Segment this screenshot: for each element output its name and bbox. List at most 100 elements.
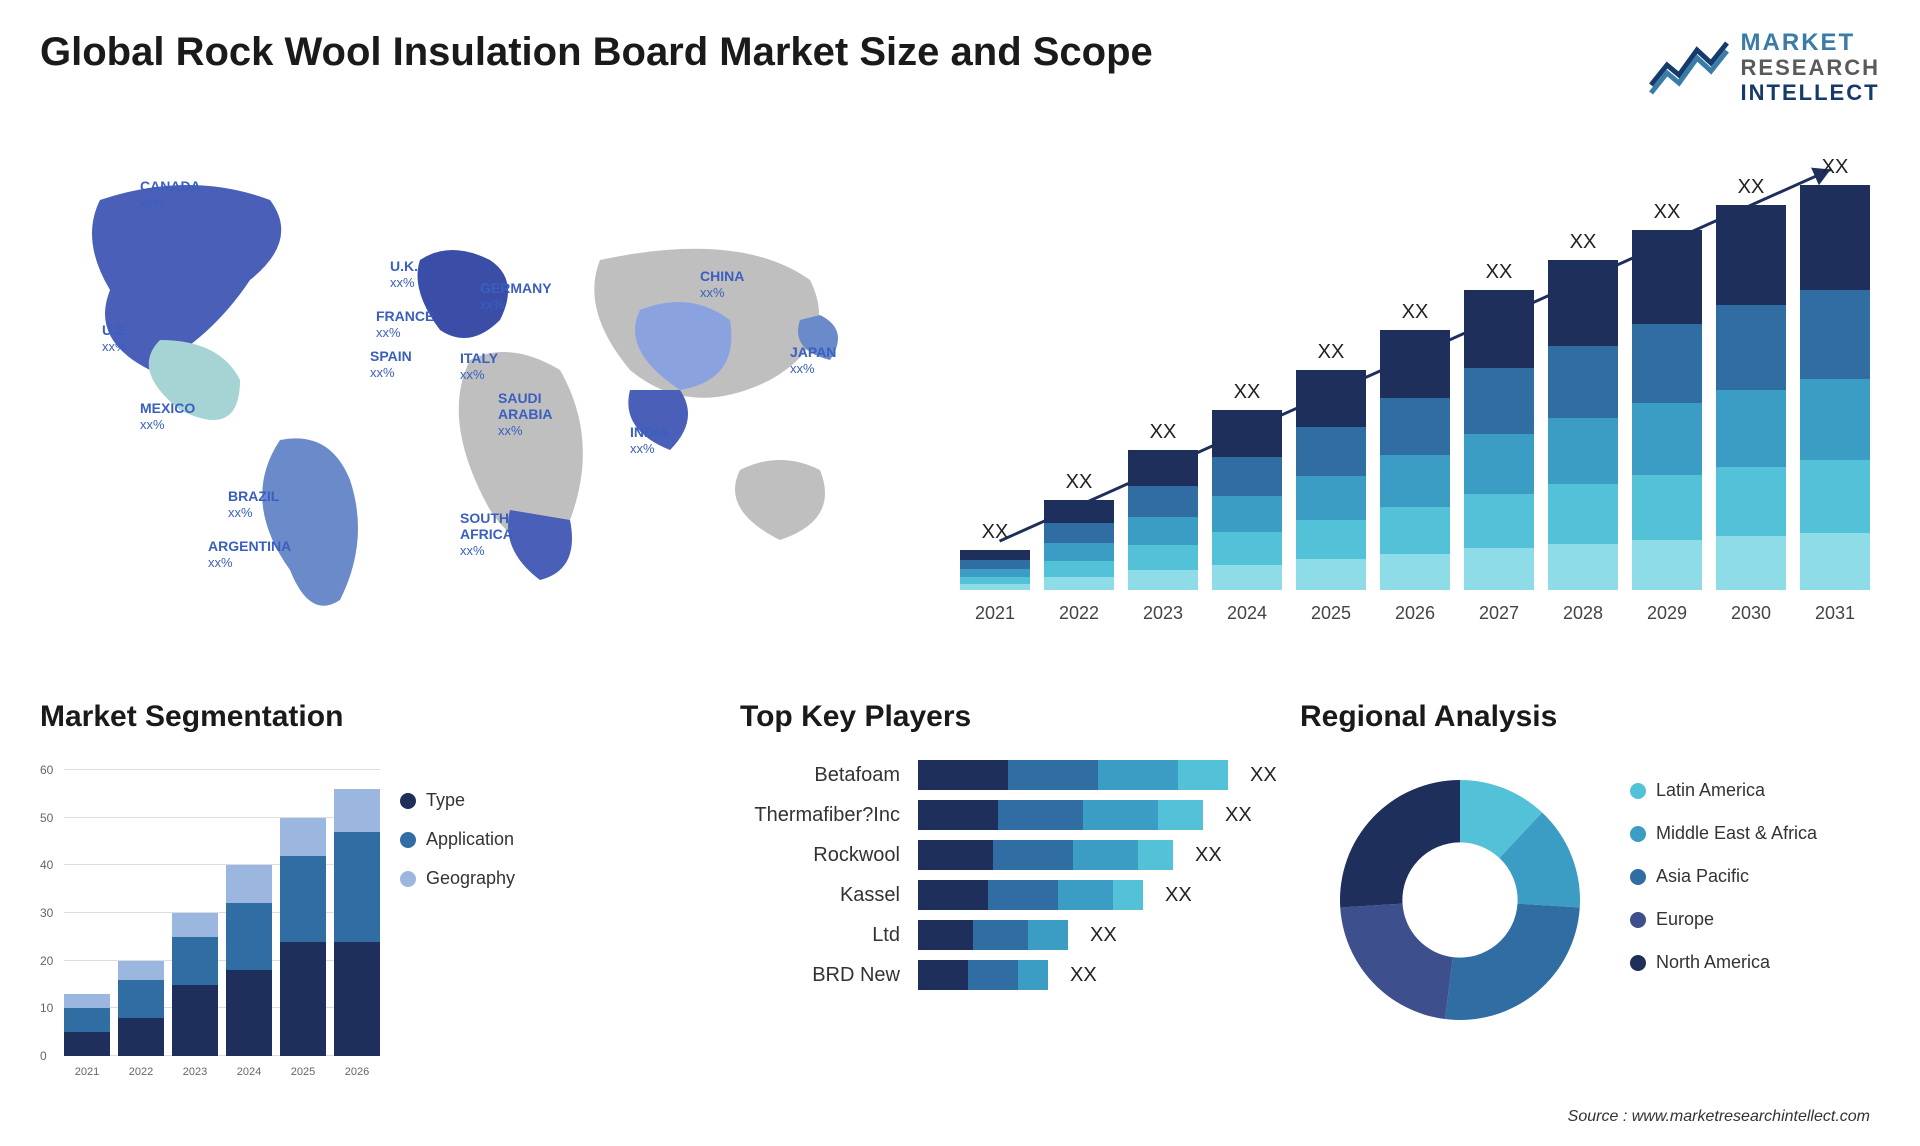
bar-stack bbox=[1800, 185, 1870, 590]
player-row: Thermafiber?IncXX bbox=[740, 800, 1280, 830]
seg-year-label: 2026 bbox=[345, 1066, 369, 1078]
bar-top-label: XX bbox=[982, 521, 1009, 544]
seg-year-label: 2023 bbox=[183, 1066, 207, 1078]
map-label: U.S.xx% bbox=[102, 322, 129, 355]
map-label: FRANCExx% bbox=[376, 308, 434, 341]
bar-segment bbox=[1632, 540, 1702, 590]
bar-segment bbox=[1128, 545, 1198, 570]
seg-segment bbox=[64, 1032, 110, 1056]
bar-segment bbox=[960, 569, 1030, 577]
seg-bar: 2022 bbox=[118, 961, 164, 1056]
bar-segment bbox=[1464, 290, 1534, 368]
player-segment bbox=[993, 840, 1073, 870]
y-axis-label: 40 bbox=[40, 858, 53, 872]
map-label: INDIAxx% bbox=[630, 424, 668, 457]
bar-segment bbox=[1548, 484, 1618, 543]
bar-segment bbox=[1800, 379, 1870, 460]
bar-segment bbox=[1800, 185, 1870, 290]
logo: MARKET RESEARCH INTELLECT bbox=[1649, 30, 1880, 105]
header: Global Rock Wool Insulation Board Market… bbox=[40, 30, 1880, 105]
player-row: KasselXX bbox=[740, 880, 1280, 910]
player-segment bbox=[1008, 760, 1098, 790]
legend-label: Asia Pacific bbox=[1656, 866, 1749, 887]
bar-segment bbox=[1380, 554, 1450, 590]
bar-stack bbox=[960, 550, 1030, 590]
legend-dot bbox=[400, 793, 416, 809]
player-name: BRD New bbox=[740, 964, 910, 987]
seg-segment bbox=[64, 1008, 110, 1032]
map-label: U.K.xx% bbox=[390, 258, 418, 291]
bar-segment bbox=[1128, 450, 1198, 486]
seg-year-label: 2022 bbox=[129, 1066, 153, 1078]
bar-segment bbox=[1212, 496, 1282, 532]
bar-stack bbox=[1548, 260, 1618, 590]
seg-bar: 2025 bbox=[280, 818, 326, 1056]
map-label: ITALYxx% bbox=[460, 350, 498, 383]
segmentation-legend: TypeApplicationGeography bbox=[400, 790, 515, 889]
bar-segment bbox=[1128, 486, 1198, 517]
main-bar-col: XX2029 bbox=[1632, 201, 1702, 590]
bar-segment bbox=[1212, 565, 1282, 590]
player-segment bbox=[998, 800, 1083, 830]
bar-segment bbox=[1632, 324, 1702, 403]
bar-year-label: 2031 bbox=[1815, 603, 1855, 624]
seg-segment bbox=[280, 856, 326, 942]
legend-label: North America bbox=[1656, 952, 1770, 973]
legend-label: Europe bbox=[1656, 909, 1714, 930]
bar-segment bbox=[1716, 305, 1786, 390]
y-axis-label: 30 bbox=[40, 906, 53, 920]
player-value: XX bbox=[1250, 764, 1277, 787]
seg-segment bbox=[118, 980, 164, 1018]
main-bar-col: XX2024 bbox=[1212, 381, 1282, 590]
player-value: XX bbox=[1165, 884, 1192, 907]
player-segment bbox=[1158, 800, 1203, 830]
bar-segment bbox=[1800, 290, 1870, 379]
bar-top-label: XX bbox=[1570, 231, 1597, 254]
map-label: SPAINxx% bbox=[370, 348, 412, 381]
map-label: SOUTHAFRICAxx% bbox=[460, 510, 513, 559]
logo-line3: INTELLECT bbox=[1741, 81, 1880, 105]
bar-segment bbox=[1212, 532, 1282, 564]
bar-segment bbox=[1800, 533, 1870, 590]
players-title: Top Key Players bbox=[740, 700, 1280, 734]
regional-legend: Latin America Middle East & Africa Asia Pa… bbox=[1630, 780, 1817, 973]
player-bar bbox=[918, 800, 1203, 830]
bar-stack bbox=[1296, 370, 1366, 590]
bar-segment bbox=[1296, 559, 1366, 590]
bar-top-label: XX bbox=[1654, 201, 1681, 224]
main-bar-chart: XX2021XX2022XX2023XX2024XX2025XX2026XX20… bbox=[960, 150, 1870, 640]
bar-segment bbox=[1800, 460, 1870, 533]
logo-line2: RESEARCH bbox=[1741, 56, 1880, 80]
seg-segment bbox=[334, 832, 380, 942]
page-title: Global Rock Wool Insulation Board Market… bbox=[40, 30, 1153, 75]
seg-segment bbox=[334, 942, 380, 1056]
player-segment bbox=[918, 760, 1008, 790]
y-axis-label: 20 bbox=[40, 954, 53, 968]
bar-top-label: XX bbox=[1150, 421, 1177, 444]
player-segment bbox=[918, 800, 998, 830]
player-segment bbox=[1178, 760, 1228, 790]
seg-bar: 2026 bbox=[334, 789, 380, 1056]
bar-stack bbox=[1464, 290, 1534, 590]
bar-segment bbox=[1212, 457, 1282, 497]
player-row: BetafoamXX bbox=[740, 760, 1280, 790]
bar-year-label: 2024 bbox=[1227, 603, 1267, 624]
seg-year-label: 2025 bbox=[291, 1066, 315, 1078]
player-segment bbox=[918, 840, 993, 870]
seg-segment bbox=[172, 913, 218, 937]
bar-segment bbox=[1296, 476, 1366, 520]
legend-dot bbox=[1630, 912, 1646, 928]
seg-bar: 2024 bbox=[226, 865, 272, 1056]
legend-item: Middle East & Africa bbox=[1630, 823, 1817, 844]
bar-segment bbox=[960, 577, 1030, 584]
player-segment bbox=[973, 920, 1028, 950]
logo-icon bbox=[1649, 35, 1729, 100]
bar-segment bbox=[1548, 260, 1618, 346]
player-segment bbox=[968, 960, 1018, 990]
legend-dot bbox=[1630, 783, 1646, 799]
legend-dot bbox=[400, 871, 416, 887]
legend-item: North America bbox=[1630, 952, 1817, 973]
regional-title: Regional Analysis bbox=[1300, 700, 1880, 734]
seg-segment bbox=[64, 994, 110, 1008]
legend-item: Latin America bbox=[1630, 780, 1817, 801]
